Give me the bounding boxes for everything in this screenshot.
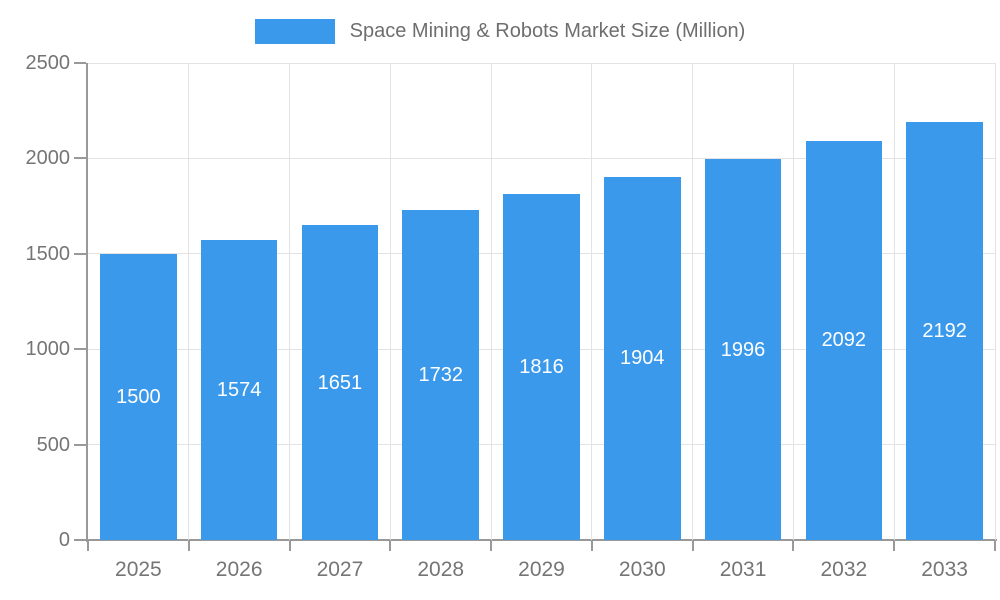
y-tick-label: 500 [36,433,70,456]
y-tick-label: 2000 [25,147,71,170]
x-tick-label: 2025 [115,558,162,581]
x-tick-label: 2027 [316,558,364,581]
bar-2026[interactable]: 1574 [200,239,278,540]
x-gridline [490,63,492,540]
chart-legend[interactable]: Space Mining & Robots Market Size (Milli… [0,17,1000,45]
y-tick-label: 0 [58,529,70,551]
y-axis-tick [74,62,86,64]
x-tick-label: 2026 [215,558,263,581]
bar-2028[interactable]: 1732 [402,209,479,540]
x-gridline [289,63,291,540]
bar-2033[interactable]: 2192 [906,121,983,540]
x-tick-label: 2031 [719,558,767,581]
x-axis-tick [389,541,392,551]
bar-2032[interactable]: 2092 [805,140,883,540]
bar-value-label: 1732 [418,363,463,386]
bar-value-label: 1996 [720,338,766,361]
x-tick-label: 2028 [417,558,465,581]
bar-2025[interactable]: 1500 [100,253,177,540]
bar-value-label: 1904 [620,347,665,370]
y-axis-line [86,63,88,542]
x-tick-label: 2032 [820,558,868,581]
x-gridline [994,63,996,540]
x-axis-line [86,539,997,541]
x-tick-label: 2033 [921,558,968,581]
bar-2029[interactable]: 1816 [503,193,580,540]
y-axis-tick [74,157,86,160]
x-axis-tick [893,541,896,551]
x-axis-tick [994,541,996,551]
x-gridline [188,63,190,540]
y-tick-label: 1000 [25,338,71,361]
legend-swatch[interactable] [254,18,335,44]
x-axis-tick [490,541,493,551]
y-gridline [88,62,995,64]
bar-value-label: 1500 [116,385,161,408]
x-axis-tick [288,541,291,551]
y-axis-tick [74,252,86,255]
x-tick-label: 2029 [518,558,565,581]
x-axis-tick [590,541,593,551]
x-gridline [591,63,593,540]
x-axis-tick [792,541,795,551]
y-gridline [88,157,995,159]
bar-value-label: 1816 [519,355,564,378]
y-axis-tick [74,443,86,446]
y-axis-tick [74,348,86,351]
x-gridline [692,63,694,540]
y-tick-label: 2500 [25,52,71,74]
bar-value-label: 2092 [821,329,867,352]
x-gridline [389,63,391,540]
bar-value-label: 1651 [317,371,363,394]
x-axis-tick [187,541,190,551]
x-gridline [893,63,895,540]
bar-2027[interactable]: 1651 [301,225,379,540]
x-axis-tick [691,541,694,551]
bar-value-label: 2192 [922,319,967,342]
x-tick-label: 2030 [618,558,666,581]
y-tick-label: 1500 [25,242,71,265]
chart-title: Space Mining & Robots Market Size (Milli… [349,19,746,42]
plot-area: 1500 1574 1651 1732 1816 1904 1996 2092 2192 [88,62,996,540]
bar-2031[interactable]: 1996 [704,159,782,540]
bar-value-label: 1574 [216,378,262,401]
x-axis-tick [87,541,89,551]
x-gridline [792,63,794,540]
bar-2030[interactable]: 1904 [603,176,681,540]
y-axis-tick [74,539,86,541]
